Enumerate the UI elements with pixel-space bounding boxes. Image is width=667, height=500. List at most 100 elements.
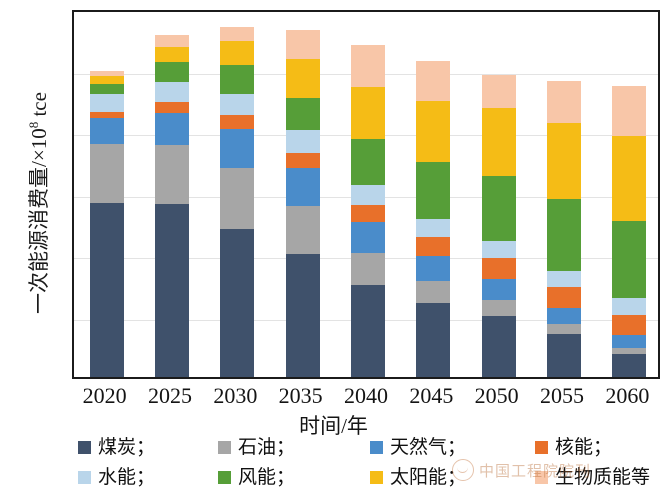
- bar-segment-solar[interactable]: [89, 76, 124, 84]
- bar-segment-solar[interactable]: [220, 41, 255, 66]
- bar-segment-oil[interactable]: [481, 299, 516, 316]
- bar-segment-nuclear[interactable]: [351, 204, 385, 223]
- bar-segment-biomass-etc[interactable]: [481, 74, 516, 109]
- legend-swatch-hydro: [78, 471, 91, 484]
- bar-segment-wind[interactable]: [612, 221, 647, 298]
- bar-2050[interactable]: [481, 74, 516, 377]
- bar-2040[interactable]: [351, 44, 385, 377]
- x-axis-title: 时间/年: [299, 414, 368, 438]
- bar-2045[interactable]: [416, 60, 451, 377]
- bar-segment-coal[interactable]: [285, 254, 320, 377]
- bar-segment-hydro[interactable]: [220, 93, 255, 116]
- bar-2060[interactable]: [612, 86, 647, 377]
- bar-segment-wind[interactable]: [155, 62, 189, 82]
- legend-swatch-natural-gas: [370, 441, 383, 454]
- bar-segment-hydro[interactable]: [89, 93, 124, 112]
- bar-segment-hydro[interactable]: [612, 297, 647, 315]
- bar-segment-biomass-etc[interactable]: [285, 30, 320, 60]
- bar-segment-hydro[interactable]: [547, 270, 581, 288]
- bar-segment-wind[interactable]: [351, 139, 385, 186]
- bar-segment-solar[interactable]: [481, 108, 516, 176]
- bar-segment-oil[interactable]: [351, 252, 385, 285]
- y-axis-title-main: 一次能源消费量/×10: [27, 128, 51, 314]
- bar-segment-natural-gas[interactable]: [612, 335, 647, 348]
- legend-item-nuclear[interactable]: 核能；: [535, 438, 612, 457]
- bar-segment-natural-gas[interactable]: [351, 222, 385, 253]
- legend-item-biomass-etc[interactable]: 生物质能等: [535, 468, 650, 487]
- bar-segment-wind[interactable]: [89, 83, 124, 94]
- bar-segment-nuclear[interactable]: [89, 111, 124, 118]
- bar-segment-natural-gas[interactable]: [547, 308, 581, 324]
- bar-segment-natural-gas[interactable]: [220, 129, 255, 168]
- bar-segment-coal[interactable]: [612, 353, 647, 377]
- bar-segment-nuclear[interactable]: [155, 102, 189, 114]
- bar-segment-coal[interactable]: [547, 333, 581, 377]
- bar-segment-hydro[interactable]: [285, 130, 320, 153]
- bar-segment-wind[interactable]: [285, 97, 320, 131]
- x-axis-tick-label-2040: 2040: [344, 383, 388, 408]
- bar-segment-nuclear[interactable]: [481, 258, 516, 279]
- bar-segment-nuclear[interactable]: [285, 152, 320, 168]
- bar-segment-hydro[interactable]: [155, 81, 189, 103]
- bar-2025[interactable]: [155, 35, 189, 377]
- bar-segment-biomass-etc[interactable]: [89, 70, 124, 77]
- bar-segment-coal[interactable]: [220, 229, 255, 377]
- legend-item-oil[interactable]: 石油；: [218, 438, 295, 457]
- bar-segment-biomass-etc[interactable]: [416, 60, 451, 101]
- bar-segment-oil[interactable]: [285, 206, 320, 255]
- bar-segment-oil[interactable]: [612, 347, 647, 354]
- legend-label: 核能；: [555, 437, 613, 458]
- legend-item-coal[interactable]: 煤炭；: [78, 438, 155, 457]
- bar-segment-coal[interactable]: [89, 202, 124, 377]
- bar-segment-solar[interactable]: [547, 123, 581, 200]
- legend-item-solar[interactable]: 太阳能；: [370, 468, 466, 487]
- bar-segment-solar[interactable]: [612, 135, 647, 222]
- legend-label: 煤炭；: [98, 437, 156, 458]
- bar-segment-solar[interactable]: [155, 47, 189, 63]
- legend-item-natural-gas[interactable]: 天然气；: [370, 438, 466, 457]
- bar-segment-coal[interactable]: [416, 303, 451, 377]
- bar-segment-wind[interactable]: [416, 162, 451, 219]
- bar-segment-wind[interactable]: [481, 175, 516, 241]
- bar-segment-coal[interactable]: [155, 203, 189, 377]
- bar-segment-solar[interactable]: [416, 100, 451, 163]
- bar-segment-natural-gas[interactable]: [89, 117, 124, 144]
- bar-segment-biomass-etc[interactable]: [612, 86, 647, 136]
- bar-segment-natural-gas[interactable]: [481, 278, 516, 300]
- bar-segment-nuclear[interactable]: [220, 115, 255, 130]
- bar-2055[interactable]: [547, 81, 581, 377]
- x-axis-tick-label-2025: 2025: [148, 383, 192, 408]
- bar-segment-hydro[interactable]: [416, 218, 451, 237]
- bar-segment-oil[interactable]: [220, 167, 255, 230]
- bar-segment-biomass-etc[interactable]: [351, 44, 385, 87]
- legend-label: 生物质能等: [555, 467, 651, 488]
- bar-segment-biomass-etc[interactable]: [547, 81, 581, 124]
- bar-segment-biomass-etc[interactable]: [155, 35, 189, 48]
- bar-segment-natural-gas[interactable]: [285, 167, 320, 207]
- x-axis-tick-label-2050: 2050: [474, 383, 519, 408]
- bar-segment-solar[interactable]: [351, 86, 385, 140]
- bar-segment-hydro[interactable]: [481, 240, 516, 259]
- bar-segment-biomass-etc[interactable]: [220, 26, 255, 42]
- bar-segment-natural-gas[interactable]: [416, 256, 451, 282]
- legend-item-hydro[interactable]: 水能；: [78, 468, 155, 487]
- bar-segment-wind[interactable]: [220, 65, 255, 94]
- bar-segment-hydro[interactable]: [351, 185, 385, 205]
- bar-2020[interactable]: [89, 70, 124, 377]
- bar-segment-nuclear[interactable]: [416, 236, 451, 257]
- bar-segment-nuclear[interactable]: [612, 314, 647, 336]
- bar-segment-oil[interactable]: [547, 323, 581, 334]
- bar-segment-solar[interactable]: [285, 59, 320, 98]
- bar-2035[interactable]: [285, 30, 320, 377]
- bar-segment-coal[interactable]: [351, 284, 385, 377]
- legend-item-wind[interactable]: 风能；: [218, 468, 295, 487]
- bar-segment-oil[interactable]: [89, 143, 124, 203]
- bar-segment-coal[interactable]: [481, 315, 516, 377]
- y-axis-title-unit: tce: [27, 92, 51, 122]
- bar-segment-nuclear[interactable]: [547, 287, 581, 309]
- bar-segment-oil[interactable]: [416, 281, 451, 304]
- bar-2030[interactable]: [220, 26, 255, 377]
- bar-segment-wind[interactable]: [547, 199, 581, 271]
- bar-segment-natural-gas[interactable]: [155, 113, 189, 145]
- bar-segment-oil[interactable]: [155, 144, 189, 204]
